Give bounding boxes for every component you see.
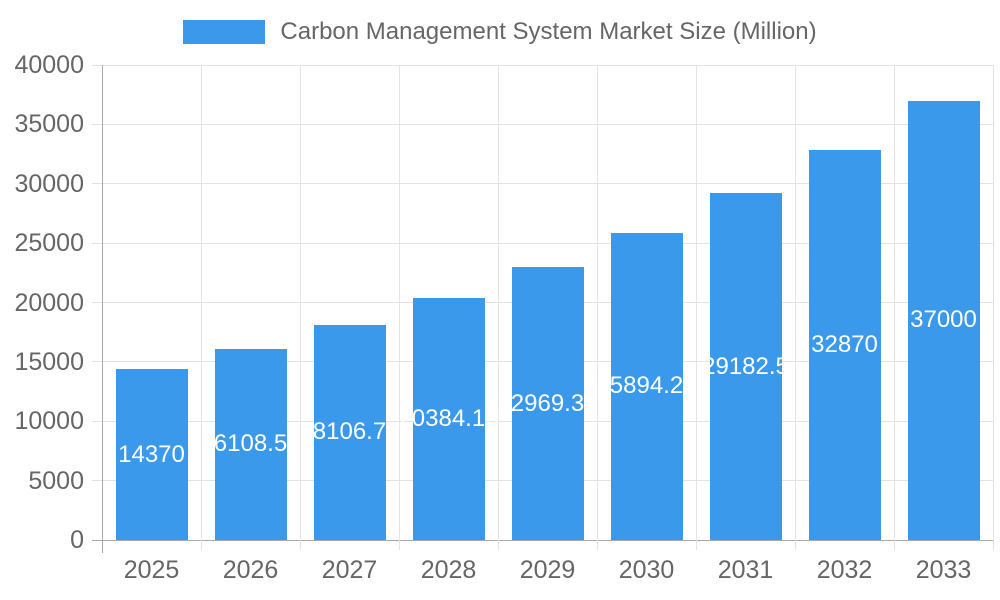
y-tick-label: 30000 <box>14 169 84 198</box>
y-gridline <box>102 64 993 66</box>
bar-2030[interactable]: 25894.26 <box>596 232 697 540</box>
x-tick-label-2033: 2033 <box>915 556 972 584</box>
x-axis-tick <box>299 540 301 550</box>
bar-2031[interactable]: 29182.5 <box>702 193 789 540</box>
y-tick-label: 5000 <box>28 466 84 495</box>
bar-2025[interactable]: 14370 <box>115 369 188 540</box>
bar-2032[interactable]: 32870 <box>808 149 881 540</box>
x-tick-label-2032: 2032 <box>816 556 873 584</box>
y-axis-tick <box>92 183 102 185</box>
x-tick-label-2025: 2025 <box>123 556 180 584</box>
x-axis-tick <box>398 540 400 550</box>
bar-2028[interactable]: 20384.13 <box>398 297 499 540</box>
y-axis-tick <box>92 361 102 363</box>
y-tick-label: 20000 <box>14 288 84 317</box>
x-axis-line <box>102 539 993 541</box>
y-gridline <box>102 123 993 125</box>
bar-value-label: 20384.13 <box>398 404 499 432</box>
x-gridline <box>200 65 202 540</box>
x-tick-label-2028: 2028 <box>420 556 477 584</box>
y-tick-label: 15000 <box>14 347 84 376</box>
legend[interactable]: Carbon Management System Market Size (Mi… <box>0 18 1000 46</box>
x-tick-label-2029: 2029 <box>519 556 576 584</box>
y-tick-label: 0 <box>70 526 84 554</box>
bar-value-label: 22969.35 <box>497 389 598 417</box>
bar-value-label: 25894.26 <box>596 372 697 400</box>
x-gridline <box>695 65 697 540</box>
x-gridline <box>497 65 499 540</box>
bar-2027[interactable]: 18106.78 <box>299 324 400 540</box>
x-gridline <box>398 65 400 540</box>
legend-label: Carbon Management System Market Size (Mi… <box>280 18 817 45</box>
y-tick-label: 40000 <box>14 51 84 79</box>
x-axis-tick <box>794 540 796 550</box>
x-axis-tick <box>893 540 895 550</box>
bar-value-label: 37000 <box>910 306 977 334</box>
x-tick-label-2026: 2026 <box>222 556 279 584</box>
legend-swatch <box>183 20 266 44</box>
bar-value-label: 18106.78 <box>299 418 400 446</box>
bar-2026[interactable]: 16108.53 <box>200 348 301 540</box>
x-axis-tick <box>101 540 103 553</box>
x-axis-tick <box>596 540 598 550</box>
y-tick-label: 10000 <box>14 407 84 436</box>
x-gridline <box>299 65 301 540</box>
y-axis-tick <box>92 480 102 482</box>
y-axis-tick <box>92 302 102 303</box>
y-axis-tick <box>92 123 102 125</box>
x-gridline <box>893 65 895 540</box>
x-axis-tick <box>992 540 994 550</box>
bar-value-label: 16108.53 <box>200 430 301 458</box>
x-tick-label-2030: 2030 <box>618 556 675 584</box>
bar-value-label: 32870 <box>811 330 878 358</box>
y-axis-tick <box>92 64 102 66</box>
x-tick-label-2031: 2031 <box>717 556 774 584</box>
x-axis-tick <box>497 540 499 550</box>
x-gridline <box>794 65 796 540</box>
bar-value-label: 14370 <box>118 440 185 468</box>
plot-area: 0 5000 10000 15000 20000 25000 30000 35000 40000… <box>14 51 994 584</box>
x-gridline <box>992 65 994 540</box>
bar-2029[interactable]: 22969.35 <box>497 267 598 540</box>
y-axis-tick <box>92 420 102 422</box>
x-gridline <box>596 65 598 540</box>
y-tick-label: 25000 <box>14 229 84 258</box>
x-axis-tick <box>695 540 697 550</box>
y-tick-label: 35000 <box>14 110 84 139</box>
y-gridline <box>102 183 993 185</box>
y-axis-tick <box>92 242 102 244</box>
bar-value-label: 29182.5 <box>702 352 789 380</box>
x-axis-tick <box>200 540 202 550</box>
y-axis-tick <box>92 539 102 541</box>
bar-2033[interactable]: 37000 <box>907 100 980 540</box>
y-axis-line <box>101 65 103 540</box>
x-tick-label-2027: 2027 <box>321 556 378 584</box>
y-gridline <box>102 242 993 244</box>
